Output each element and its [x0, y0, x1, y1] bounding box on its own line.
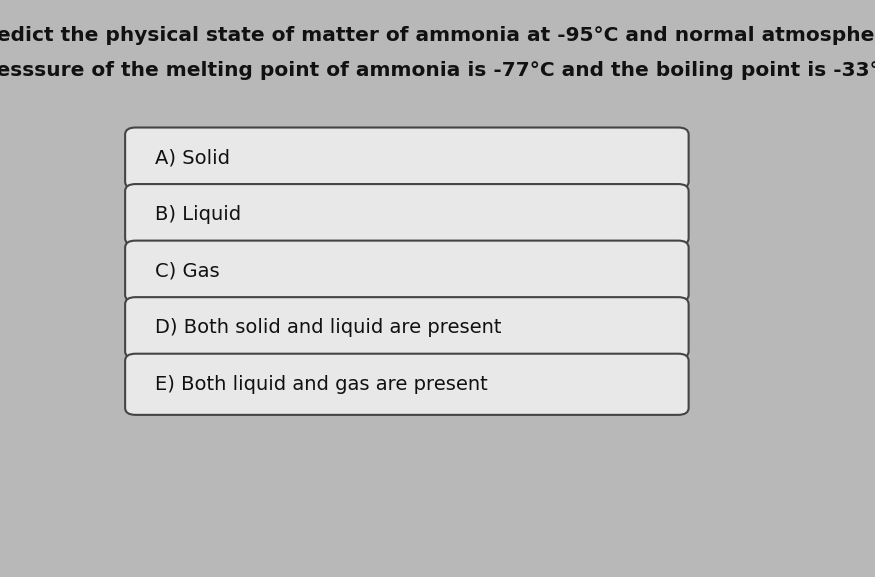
Text: C) Gas: C) Gas — [155, 262, 220, 280]
Text: presssure of the melting point of ammonia is -77°C and the boiling point is -33°: presssure of the melting point of ammoni… — [0, 61, 875, 80]
Text: B) Liquid: B) Liquid — [155, 205, 241, 224]
FancyBboxPatch shape — [125, 184, 689, 245]
FancyBboxPatch shape — [125, 354, 689, 415]
Text: Predict the physical state of matter of ammonia at -95°C and normal atmospheric: Predict the physical state of matter of … — [0, 26, 875, 45]
FancyBboxPatch shape — [125, 128, 689, 189]
FancyBboxPatch shape — [125, 297, 689, 358]
Text: E) Both liquid and gas are present: E) Both liquid and gas are present — [155, 375, 487, 394]
Text: D) Both solid and liquid are present: D) Both solid and liquid are present — [155, 319, 501, 337]
Text: A) Solid: A) Solid — [155, 149, 230, 167]
FancyBboxPatch shape — [125, 241, 689, 302]
